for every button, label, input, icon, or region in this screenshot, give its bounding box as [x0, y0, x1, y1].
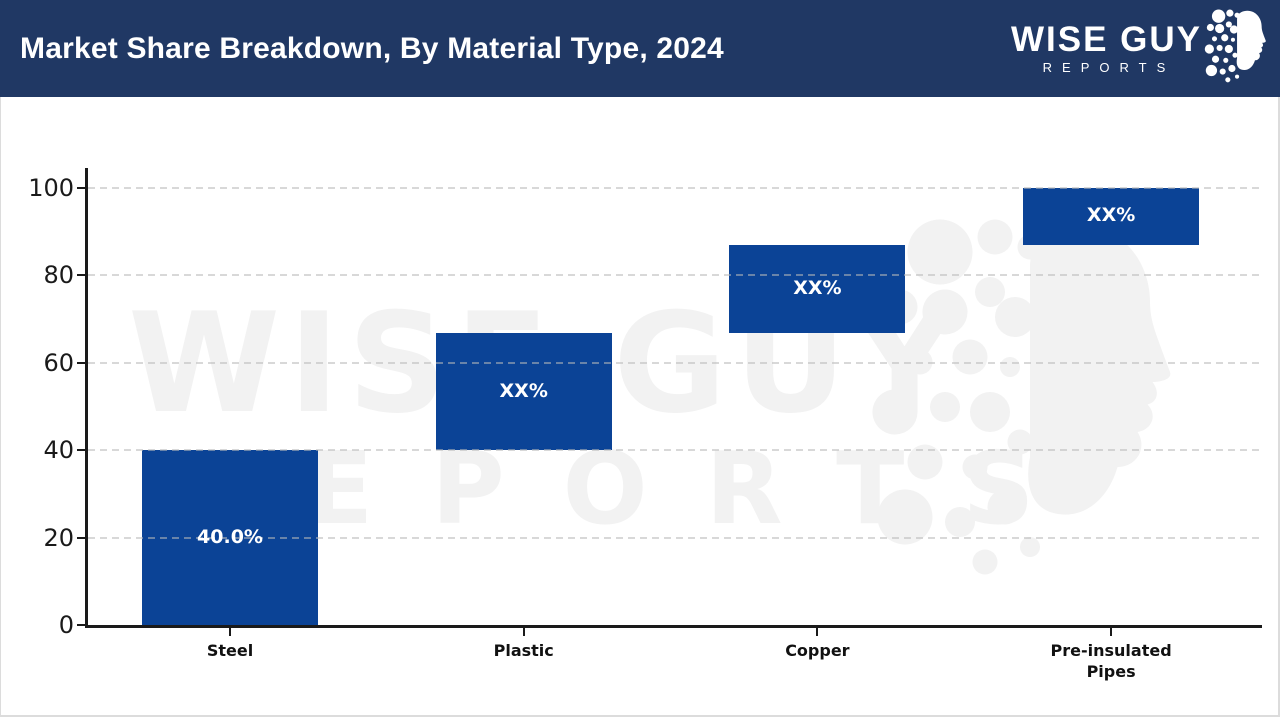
- y-tick-label: 0: [58, 611, 74, 639]
- brand-name: WISE GUY: [1010, 20, 1202, 59]
- bar-value-label: XX%: [1086, 204, 1136, 227]
- y-tick-label: 60: [43, 348, 74, 377]
- gridline: [88, 274, 1262, 276]
- brand-logo: WISE GUY REPORTS: [1011, 8, 1266, 90]
- y-tick-label: 100: [28, 173, 74, 202]
- y-axis-tick: [77, 361, 85, 364]
- brand-subname: REPORTS: [1042, 60, 1176, 75]
- gridline: [88, 186, 1262, 189]
- frame-border-right: [1278, 97, 1280, 717]
- frame-border-left: [0, 97, 1, 717]
- header-bar: Market Share Breakdown, By Material Type…: [0, 0, 1280, 97]
- bar-value-label: XX%: [499, 379, 548, 402]
- x-axis-tick: [1110, 628, 1113, 636]
- gridline: [88, 449, 1262, 451]
- bar-value-label: XX%: [793, 277, 842, 299]
- gridline: [88, 536, 1262, 539]
- x-axis-tick: [816, 628, 819, 636]
- brand-head-icon: [1204, 8, 1266, 90]
- y-tick-label: 80: [43, 261, 74, 289]
- x-category-label: Copper: [785, 641, 850, 660]
- y-tick-label: 20: [43, 523, 74, 552]
- x-axis-line: [85, 625, 1262, 628]
- y-axis-tick: [77, 274, 85, 276]
- y-axis-tick: [77, 186, 85, 189]
- brand-logo-text: WISE GUY REPORTS: [1011, 22, 1202, 75]
- y-axis-tick: [77, 449, 85, 451]
- bar-segment: [1023, 187, 1200, 245]
- bar-segment: [435, 333, 612, 450]
- page-title: Market Share Breakdown, By Material Type…: [20, 31, 724, 65]
- x-axis-tick: [522, 628, 525, 636]
- x-category-label: Plastic: [493, 641, 554, 660]
- y-axis-line: [85, 168, 88, 628]
- x-axis-tick: [229, 628, 231, 636]
- bar-segment: [729, 244, 906, 334]
- frame-border-bottom: [0, 715, 1280, 717]
- gridline: [88, 361, 1262, 364]
- x-category-label: Steel: [206, 641, 254, 660]
- y-tick-label: 40: [43, 436, 74, 464]
- y-axis-tick: [77, 624, 85, 626]
- y-axis-tick: [77, 536, 85, 539]
- bar-value-label: 40.0%: [197, 525, 263, 548]
- x-category-label: Pre-insulated Pipes: [1050, 641, 1172, 681]
